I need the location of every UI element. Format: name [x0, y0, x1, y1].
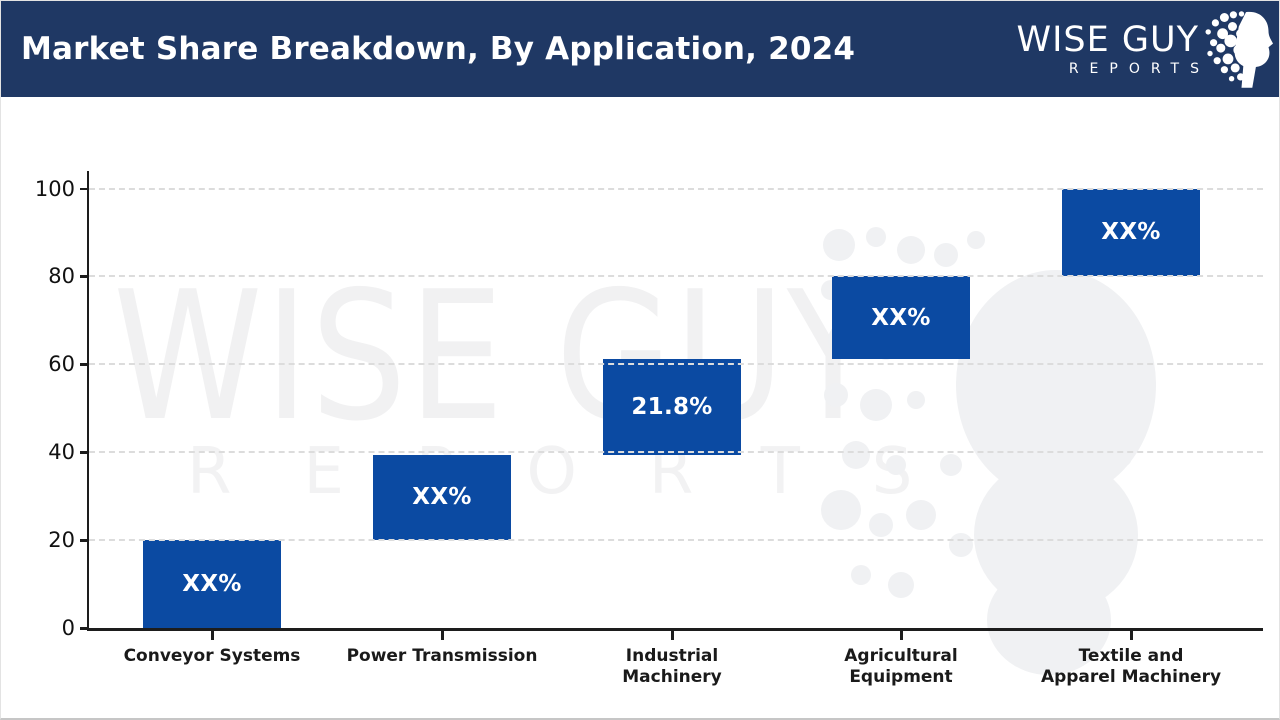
- bar-textile-and-apparel-machinery: XX%: [1062, 188, 1200, 277]
- plot-area: 0 20 40 60 80 100 XX% Conveyor Systems XX% Power …: [1, 97, 1279, 718]
- bar-conveyor-systems: XX%: [143, 540, 281, 628]
- x-axis-category-label: Industrial Machinery: [622, 646, 722, 687]
- bar-value-label: XX%: [182, 571, 242, 598]
- x-axis-tick-mark: [211, 630, 214, 640]
- y-axis-tick-label: 60: [48, 352, 75, 377]
- bar-value-label: XX%: [412, 484, 472, 511]
- y-axis-tick-mark: [80, 627, 89, 630]
- bar-value-label: 21.8%: [631, 393, 713, 420]
- watermark-wordmark: WISE GUY: [113, 253, 881, 460]
- x-axis: [86, 628, 1263, 631]
- x-axis-category-label: Power Transmission: [346, 646, 538, 666]
- y-axis-tick-mark: [80, 451, 89, 454]
- bar-agricultural-equipment: XX%: [832, 276, 970, 360]
- page-title: Market Share Breakdown, By Application, …: [21, 31, 856, 67]
- gridline-100: [89, 187, 1263, 190]
- bar-industrial-machinery: 21.8%: [603, 359, 741, 455]
- header-bar: Market Share Breakdown, By Application, …: [1, 1, 1279, 97]
- y-axis-tick-mark: [80, 275, 89, 278]
- logo-wordmark: WISE GUY: [1016, 20, 1199, 60]
- y-axis-tick-mark: [80, 539, 89, 542]
- bar-value-label: XX%: [1101, 219, 1161, 246]
- gridline-20: [89, 539, 1263, 542]
- x-axis-tick-mark: [441, 630, 444, 640]
- gridline-80: [89, 275, 1263, 278]
- y-axis-tick-label: 40: [48, 440, 75, 465]
- wiseguy-logo: WISE GUY REPORTS: [1016, 7, 1273, 91]
- x-axis-tick-mark: [900, 630, 903, 640]
- wiseguy-logo-text: WISE GUY REPORTS: [1016, 21, 1199, 77]
- x-axis-tick-mark: [671, 630, 674, 640]
- x-axis-category-label: Textile and Apparel Machinery: [1040, 646, 1222, 687]
- wiseguy-face-icon: [1205, 11, 1273, 88]
- x-axis-tick-mark: [1130, 630, 1133, 640]
- y-axis-tick-mark: [80, 187, 89, 190]
- y-axis-tick-label: 100: [34, 176, 75, 201]
- logo-subtitle: REPORTS: [1068, 61, 1210, 77]
- gridline-40: [89, 451, 1263, 454]
- watermark-subtitle: REPORTS: [187, 435, 985, 509]
- bar-value-label: XX%: [871, 304, 931, 331]
- y-axis-tick-label: 80: [48, 264, 75, 289]
- bar-power-transmission: XX%: [373, 454, 511, 541]
- x-axis-category-label: Conveyor Systems: [123, 646, 301, 666]
- x-axis-category-label: Agricultural Equipment: [844, 646, 958, 687]
- gridline-60: [89, 363, 1263, 366]
- y-axis: [86, 171, 89, 631]
- chart-area: WISE GUY REPORTS 0: [1, 97, 1279, 718]
- y-axis-tick-label: 0: [61, 616, 75, 640]
- y-axis-tick-label: 20: [48, 528, 75, 553]
- y-axis-tick-mark: [80, 363, 89, 366]
